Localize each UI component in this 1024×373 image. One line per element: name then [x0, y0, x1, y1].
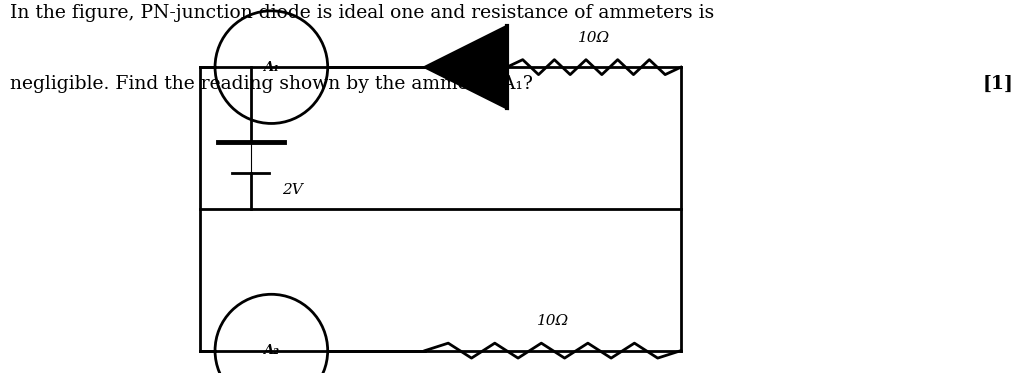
Text: 10Ω: 10Ω [578, 31, 610, 45]
Text: negligible. Find the reading shown by the ammeter A₁?: negligible. Find the reading shown by th… [10, 75, 534, 93]
Ellipse shape [215, 11, 328, 123]
Ellipse shape [215, 294, 328, 373]
Text: [1]: [1] [983, 75, 1014, 93]
Text: 10Ω: 10Ω [537, 314, 569, 328]
Text: In the figure, PN-junction diode is ideal one and resistance of ammeters is: In the figure, PN-junction diode is idea… [10, 4, 715, 22]
Text: A₂: A₂ [263, 344, 280, 357]
Polygon shape [425, 26, 507, 108]
Text: A₁: A₁ [263, 61, 280, 73]
Text: 2V: 2V [282, 183, 302, 197]
